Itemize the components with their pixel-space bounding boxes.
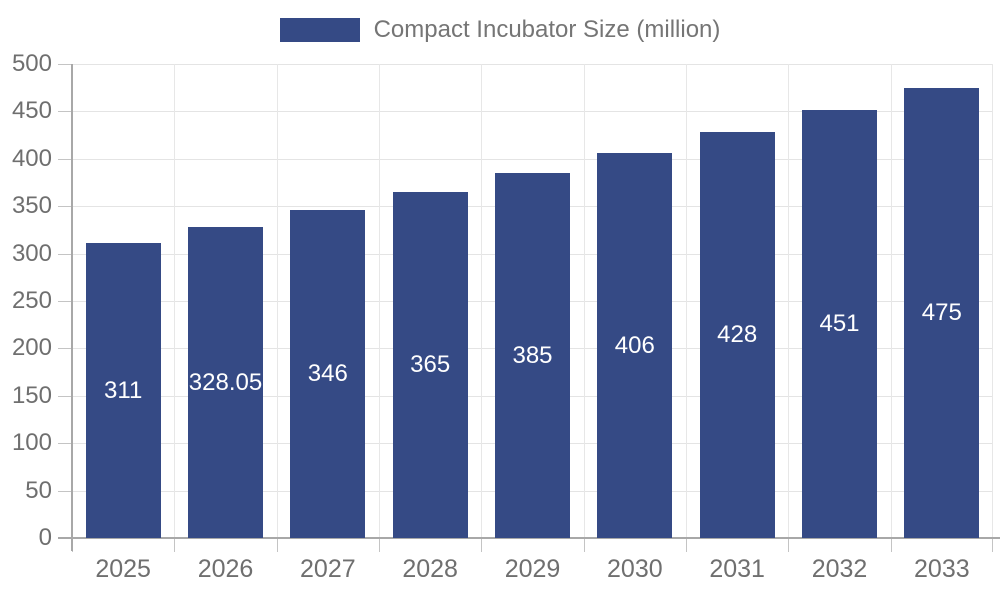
bar-value-label: 365 xyxy=(410,350,451,378)
x-axis-tick xyxy=(788,539,790,552)
x-axis-label: 2027 xyxy=(300,555,356,583)
x-axis-label: 2033 xyxy=(914,555,970,583)
y-axis-tick xyxy=(58,490,72,492)
y-axis-label: 50 xyxy=(25,476,52,504)
bar-value-label: 346 xyxy=(307,359,348,387)
x-axis-label: 2025 xyxy=(95,555,151,583)
y-axis-label: 100 xyxy=(11,429,52,457)
bar xyxy=(699,132,775,538)
y-axis-tick xyxy=(58,206,72,208)
y-axis-tick xyxy=(58,64,72,65)
h-gridline xyxy=(72,111,993,113)
x-axis-label: 2032 xyxy=(811,555,868,583)
bar xyxy=(904,87,980,538)
bar-value-label: 451 xyxy=(819,310,860,338)
v-gridline xyxy=(890,64,892,538)
v-gridline xyxy=(276,64,278,538)
legend: Compact Incubator Size (million) xyxy=(0,16,1000,44)
x-axis-tick xyxy=(992,539,993,552)
x-axis-tick xyxy=(890,539,892,552)
y-axis-label: 450 xyxy=(11,97,52,125)
y-axis-tick xyxy=(58,348,72,350)
y-axis-tick xyxy=(58,395,72,397)
x-axis-label: 2030 xyxy=(607,555,663,583)
y-axis-label: 0 xyxy=(38,524,52,551)
v-gridline xyxy=(379,64,380,538)
bar xyxy=(85,243,161,538)
y-axis-tick xyxy=(58,253,72,255)
x-axis-label: 2026 xyxy=(197,555,254,583)
bar xyxy=(392,191,468,538)
bar xyxy=(188,227,263,538)
x-axis-tick xyxy=(276,539,278,552)
bar-value-label: 428 xyxy=(717,321,758,349)
bar xyxy=(597,153,673,538)
x-axis-tick xyxy=(686,539,687,552)
y-axis-tick xyxy=(58,158,72,160)
bar-value-label: 406 xyxy=(614,331,655,359)
v-gridline xyxy=(481,64,483,538)
x-axis-tick xyxy=(481,539,483,552)
y-axis-label: 200 xyxy=(11,334,52,362)
y-axis-label: 500 xyxy=(11,50,52,77)
y-axis-label: 250 xyxy=(11,287,52,314)
v-gridline xyxy=(686,64,687,538)
y-axis-tick xyxy=(58,301,72,302)
x-axis-label: 2029 xyxy=(504,555,561,583)
bar xyxy=(290,209,366,538)
v-gridline xyxy=(583,64,585,538)
x-axis-line xyxy=(58,537,1000,539)
plot-area: 0 50 100 150 200 250 300 350 400 450 500 311 2025 328… xyxy=(12,50,1000,583)
bar-value-label: 475 xyxy=(921,298,962,326)
v-gridline xyxy=(788,64,790,538)
h-gridline xyxy=(72,64,993,65)
bar xyxy=(495,173,570,538)
y-axis-label: 350 xyxy=(11,192,52,220)
y-axis-label: 400 xyxy=(11,144,52,172)
x-axis-tick xyxy=(174,539,176,552)
x-axis-tick xyxy=(379,539,380,552)
x-axis-label: 2031 xyxy=(709,555,765,583)
bar xyxy=(802,110,877,538)
bar-value-label: 328.05 xyxy=(188,368,263,396)
bar-value-label: 385 xyxy=(512,341,553,369)
v-gridline xyxy=(174,64,176,538)
legend-swatch xyxy=(279,18,360,42)
y-axis-line xyxy=(71,64,73,551)
legend-label: Compact Incubator Size (million) xyxy=(373,16,721,43)
y-axis-tick xyxy=(58,111,72,113)
v-gridline xyxy=(992,64,993,538)
bar-value-label: 311 xyxy=(104,376,143,404)
y-axis-label: 150 xyxy=(11,381,52,409)
y-axis-label: 300 xyxy=(11,239,52,267)
x-axis-tick xyxy=(583,539,585,552)
x-axis-label: 2028 xyxy=(402,555,458,583)
y-axis-tick xyxy=(58,443,72,445)
h-gridline xyxy=(72,158,993,160)
